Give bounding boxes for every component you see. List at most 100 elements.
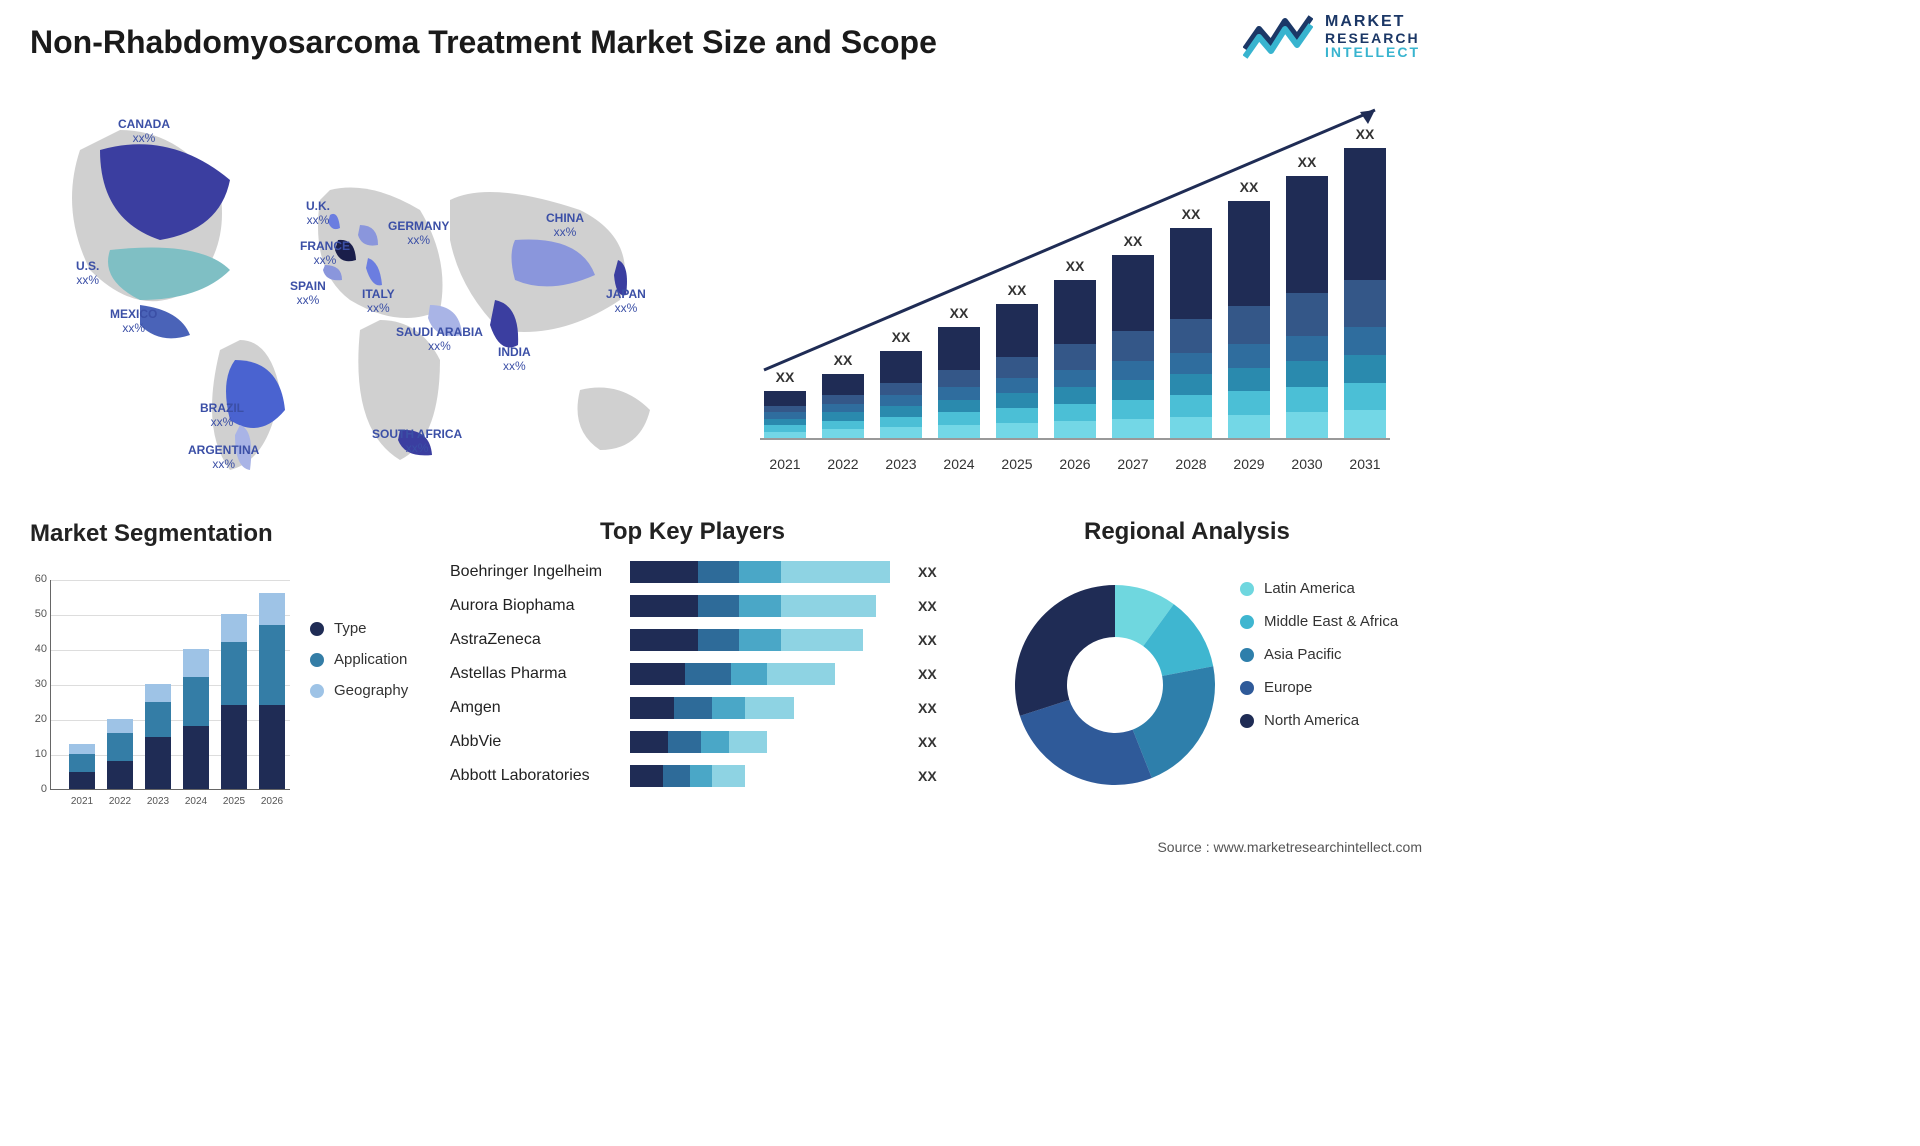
bigbar-seg	[1228, 391, 1270, 414]
bigbar-seg	[996, 423, 1038, 438]
kp-row: AbbVie XX	[450, 725, 980, 759]
bigbar-xlabel: 2030	[1286, 456, 1328, 472]
bigbar-value-label: XX	[1228, 179, 1270, 195]
bigbar-col-2030: XX	[1286, 176, 1328, 438]
bigbar-seg	[1112, 419, 1154, 438]
bigbar-seg	[1054, 421, 1096, 438]
kp-bar	[630, 731, 910, 753]
bigbar-seg	[938, 412, 980, 425]
logo-line3: INTELLECT	[1325, 45, 1420, 60]
bigbar-seg	[1344, 327, 1386, 355]
bigbar-value-label: XX	[1344, 126, 1386, 142]
seg-xlabel: 2025	[214, 796, 254, 807]
bigbar-seg	[1344, 410, 1386, 438]
kp-value: XX	[910, 734, 950, 750]
bigbar-seg	[1054, 280, 1096, 344]
kp-seg	[630, 731, 668, 753]
seg-gridline	[51, 580, 290, 581]
bigbar-seg	[764, 432, 806, 438]
bigbar-col-2023: XX	[880, 351, 922, 438]
bigbar-xlabel: 2028	[1170, 456, 1212, 472]
bigbar-seg	[1170, 319, 1212, 353]
kp-bar	[630, 629, 910, 651]
seg-col-2026: 2026	[259, 593, 285, 789]
bigbar-seg	[996, 378, 1038, 393]
kp-seg	[731, 663, 767, 685]
market-size-chart: XXXXXXXXXXXXXXXXXXXXXX 20212022202320242…	[720, 90, 1400, 480]
segmentation-header: Market Segmentation	[30, 520, 273, 548]
kp-seg	[739, 629, 780, 651]
donut-slice	[1020, 700, 1152, 785]
donut-slice	[1015, 585, 1115, 716]
map-label-france: FRANCExx%	[300, 240, 350, 268]
legend-label: Latin America	[1264, 580, 1355, 597]
map-label-canada: CANADAxx%	[118, 118, 170, 146]
bigbar-col-2027: XX	[1112, 255, 1154, 438]
bigbar-seg	[1054, 370, 1096, 387]
regional-legend-item: Asia Pacific	[1240, 646, 1398, 663]
seg-seg	[183, 726, 209, 789]
kp-row: AstraZenecaXX	[450, 623, 980, 657]
bigbar-xlabel: 2025	[996, 456, 1038, 472]
bigbar-xlabel: 2021	[764, 456, 806, 472]
bigbar-seg	[1054, 344, 1096, 370]
seg-seg	[107, 761, 133, 789]
bigbar-seg	[1054, 387, 1096, 404]
kp-name: AbbVie	[450, 733, 630, 751]
seg-gridline	[51, 650, 290, 651]
legend-label: Asia Pacific	[1264, 646, 1342, 663]
bigbar-value-label: XX	[996, 282, 1038, 298]
kp-seg	[745, 697, 794, 719]
kp-name: Astellas Pharma	[450, 665, 630, 683]
bigbar-col-2029: XX	[1228, 201, 1270, 438]
seg-seg	[259, 625, 285, 706]
bigbar-seg	[880, 383, 922, 396]
bigbar-seg	[1344, 383, 1386, 411]
bigbar-seg	[1344, 148, 1386, 280]
bigbar-seg	[996, 408, 1038, 423]
bigbar-seg	[938, 400, 980, 413]
seg-col-2021: 2021	[69, 744, 95, 790]
bigbar-col-2028: XX	[1170, 228, 1212, 438]
legend-dot-icon	[310, 684, 324, 698]
kp-seg	[781, 561, 890, 583]
kp-seg	[698, 561, 739, 583]
bigbar-col-2022: XX	[822, 374, 864, 438]
kp-name: Aurora Biophama	[450, 597, 630, 615]
kp-value: XX	[910, 700, 950, 716]
map-label-india: INDIAxx%	[498, 346, 531, 374]
bigbar-col-2021: XX	[764, 391, 806, 438]
bigbar-xlabel: 2031	[1344, 456, 1386, 472]
seg-legend-item: Geography	[310, 682, 408, 699]
map-label-argentina: ARGENTINAxx%	[188, 444, 259, 472]
kp-seg	[630, 561, 698, 583]
bigbar-seg	[822, 412, 864, 421]
kp-seg	[712, 765, 745, 787]
bigbar-seg	[1112, 361, 1154, 380]
kp-seg	[630, 629, 698, 651]
bigbar-seg	[1228, 368, 1270, 391]
seg-seg	[107, 733, 133, 761]
bigbar-seg	[938, 387, 980, 400]
bigbar-seg	[938, 425, 980, 438]
bigbar-value-label: XX	[1286, 154, 1328, 170]
seg-ytick: 20	[23, 713, 47, 725]
seg-seg	[107, 719, 133, 733]
seg-seg	[145, 702, 171, 737]
seg-gridline	[51, 615, 290, 616]
kp-bar	[630, 595, 910, 617]
bigbar-xlabel: 2026	[1054, 456, 1096, 472]
kp-name: Amgen	[450, 699, 630, 717]
map-label-italy: ITALYxx%	[362, 288, 395, 316]
seg-ytick: 0	[23, 783, 47, 795]
bigbar-col-2031: XX	[1344, 148, 1386, 438]
seg-col-2024: 2024	[183, 649, 209, 789]
kp-seg	[701, 731, 728, 753]
seg-seg	[69, 754, 95, 772]
brand-logo: MARKET RESEARCH INTELLECT	[1243, 14, 1420, 60]
bigbar-value-label: XX	[822, 352, 864, 368]
regional-donut	[1010, 580, 1220, 790]
bigbar-seg	[822, 374, 864, 395]
kp-name: Abbott Laboratories	[450, 767, 630, 785]
legend-dot-icon	[1240, 714, 1254, 728]
